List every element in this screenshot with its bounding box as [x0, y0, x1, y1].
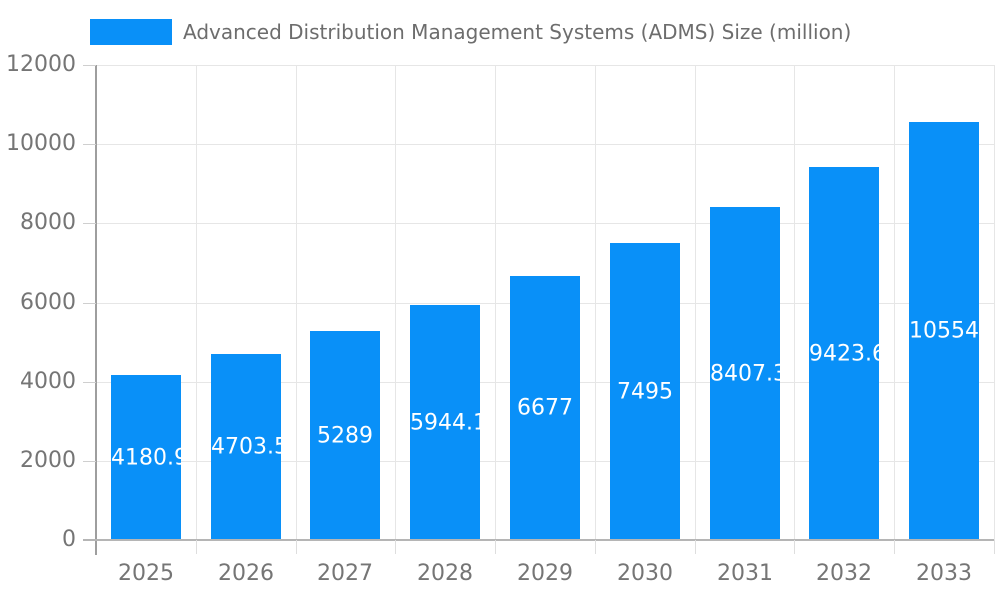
y-axis-tick-label: 8000: [20, 210, 76, 235]
x-axis-tick: [196, 540, 197, 554]
x-axis-tick: [794, 540, 795, 554]
bar-2030[interactable]: 7495: [610, 243, 680, 540]
gridline-vertical: [296, 65, 297, 540]
x-axis-label: 2028: [417, 561, 473, 586]
legend-item[interactable]: Advanced Distribution Management Systems…: [90, 19, 851, 45]
y-axis-tick-label: 6000: [20, 290, 76, 315]
y-axis-tick: [83, 144, 96, 145]
y-axis-tick: [83, 461, 96, 462]
bar-2031[interactable]: 8407.3: [710, 207, 780, 540]
y-axis-tick: [83, 223, 96, 224]
y-axis-tick: [83, 303, 96, 304]
bar-value-label: 6677: [517, 395, 573, 421]
x-axis-tick: [695, 540, 696, 554]
bar-value-label: 8407.3: [710, 361, 780, 386]
bar-value-label: 4703.5: [211, 434, 281, 460]
y-axis-tick-label: 4000: [20, 369, 76, 394]
x-axis-label: 2033: [916, 561, 972, 586]
bar-2025[interactable]: 4180.9: [111, 375, 181, 540]
bar-value-label: 7495: [617, 379, 673, 404]
x-axis-label: 2030: [617, 561, 673, 586]
gridline-vertical: [994, 65, 995, 540]
x-axis-label: 2027: [317, 561, 373, 586]
x-axis-label: 2025: [118, 561, 174, 586]
x-axis-tick: [296, 540, 297, 554]
y-axis-line: [95, 65, 97, 555]
bar-2029[interactable]: 6677: [510, 276, 580, 540]
bar-value-label: 5944.1: [410, 410, 480, 435]
x-axis-tick: [994, 540, 995, 554]
x-axis-tick: [495, 540, 496, 554]
y-axis-tick-label: 0: [62, 527, 76, 552]
x-axis-tick: [395, 540, 396, 554]
x-axis-tick: [595, 540, 596, 554]
legend-swatch: [90, 19, 172, 45]
bar-2033[interactable]: 10554.1: [909, 122, 979, 540]
bar-2032[interactable]: 9423.6: [809, 167, 879, 540]
x-axis-line: [83, 539, 994, 541]
bar-2026[interactable]: 4703.5: [211, 354, 281, 540]
bar-value-label: 4180.9: [111, 445, 181, 470]
bar-value-label: 5289: [317, 423, 373, 448]
bar-value-label: 9423.6: [809, 341, 879, 366]
gridline-vertical: [495, 65, 496, 540]
gridline-horizontal: [96, 65, 994, 66]
y-axis-tick-label: 10000: [6, 131, 76, 156]
x-axis-label: 2031: [717, 561, 773, 586]
y-axis-tick: [83, 65, 96, 66]
x-axis-label: 2029: [517, 561, 573, 586]
gridline-vertical: [196, 65, 197, 540]
y-axis-tick-label: 12000: [6, 52, 76, 77]
gridline-vertical: [695, 65, 696, 540]
bar-2028[interactable]: 5944.1: [410, 305, 480, 540]
gridline-horizontal: [96, 144, 994, 146]
plot-area: 4180.9 4703.5 5289 5944.1 6677 7495 8407.3 9423…: [96, 65, 995, 540]
y-axis-tick: [83, 382, 96, 383]
gridline-vertical: [794, 65, 795, 540]
bar-2027[interactable]: 5289: [310, 331, 380, 540]
gridline-horizontal: [96, 223, 994, 225]
bar-value-label: 10554.1: [909, 318, 979, 344]
legend-label: Advanced Distribution Management Systems…: [183, 20, 852, 44]
x-axis-label: 2032: [816, 561, 872, 586]
gridline-vertical: [595, 65, 596, 540]
x-axis-tick: [894, 540, 895, 554]
gridline-vertical: [395, 65, 396, 540]
y-axis-tick-label: 2000: [20, 448, 76, 473]
x-axis-label: 2026: [218, 561, 274, 586]
gridline-vertical: [894, 65, 895, 540]
